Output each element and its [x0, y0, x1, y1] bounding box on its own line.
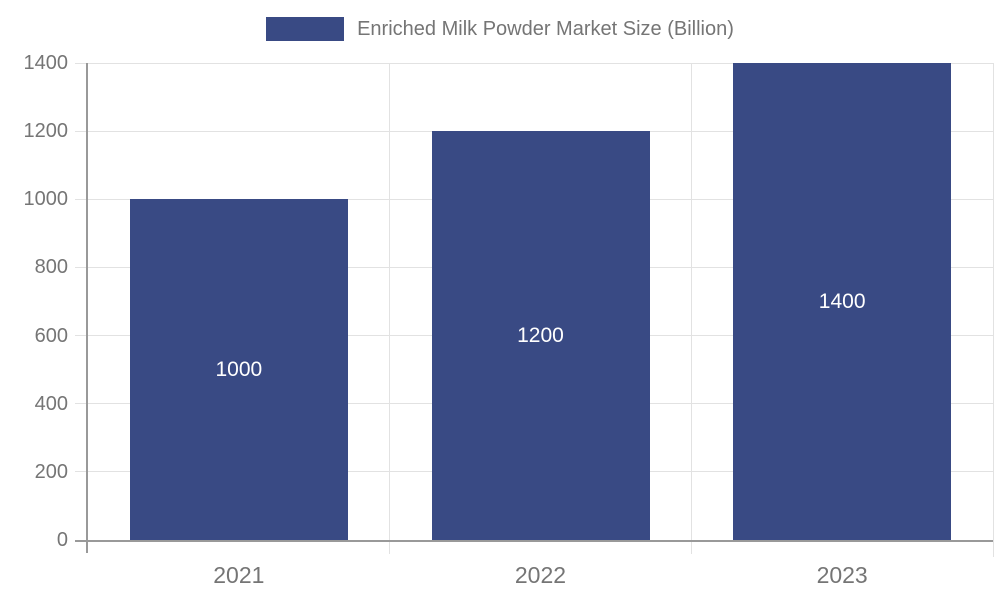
category-separator [389, 63, 391, 554]
plot-right-border [992, 63, 994, 557]
bar[interactable] [129, 199, 348, 540]
bar[interactable] [733, 63, 952, 540]
y-tick-label: 400 [34, 392, 68, 415]
y-tick-label: 800 [34, 256, 68, 279]
legend-item[interactable]: Enriched Milk Powder Market Size (Billio… [0, 17, 1000, 41]
x-tick-label[interactable]: 2021 [213, 562, 265, 588]
y-tick-label: 200 [34, 460, 68, 483]
y-axis-line [86, 63, 88, 553]
plot-area: 1000 1200 1400 2021 2022 2023 [75, 62, 994, 588]
x-tick-label[interactable]: 2023 [816, 562, 868, 588]
x-tick-label[interactable]: 2022 [514, 562, 567, 588]
y-tick-label: 1400 [23, 52, 69, 74]
gridline [75, 62, 993, 64]
x-axis-line [75, 540, 993, 542]
legend-swatch-icon [266, 17, 345, 41]
y-tick-label: 600 [34, 324, 68, 347]
y-tick-label: 1200 [23, 120, 69, 143]
y-tick-label: 0 [56, 529, 68, 551]
legend-label: Enriched Milk Powder Market Size (Billio… [357, 17, 734, 40]
category-separator [690, 63, 692, 554]
bar[interactable] [431, 131, 650, 540]
y-tick-label: 1000 [23, 188, 69, 211]
